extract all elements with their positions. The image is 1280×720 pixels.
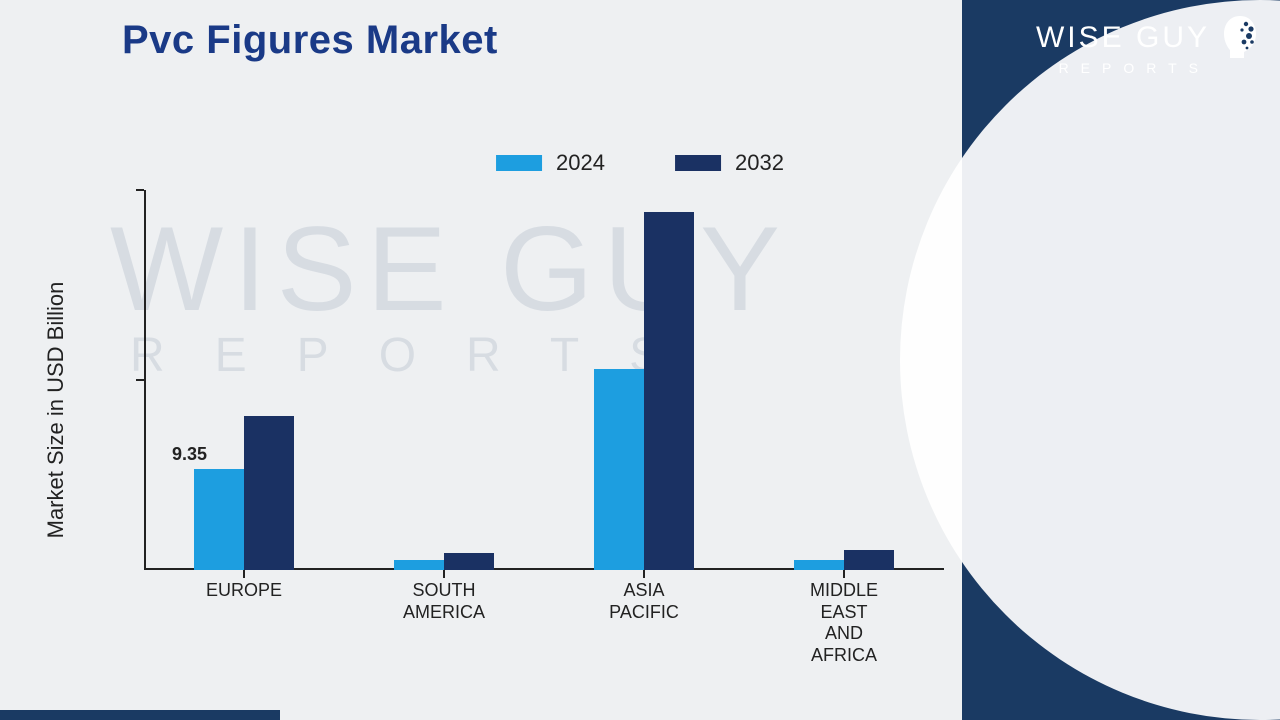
x-tick <box>443 570 445 578</box>
page-title: Pvc Figures Market <box>122 18 498 63</box>
bottom-accent <box>0 710 280 720</box>
x-tick <box>243 570 245 578</box>
bar-2024 <box>594 369 644 570</box>
category-label: ASIAPACIFIC <box>574 580 714 623</box>
bar-2024 <box>794 560 844 570</box>
plot-area: 9.35EUROPESOUTHAMERICAASIAPACIFICMIDDLEE… <box>144 190 944 570</box>
bar-2032 <box>244 416 294 570</box>
y-axis <box>144 190 146 570</box>
y-axis-label: Market Size in USD Billion <box>43 282 69 539</box>
category-label: SOUTHAMERICA <box>374 580 514 623</box>
logo-text-2: REPORTS <box>984 60 1264 76</box>
bar-2024 <box>194 469 244 571</box>
stage: Pvc Figures Market WISE GUY REPORTS WIS <box>0 0 1280 720</box>
logo-line1: WISE GUY <box>984 14 1264 62</box>
y-tick <box>136 379 144 381</box>
category-label: EUROPE <box>174 580 314 602</box>
value-label: 9.35 <box>172 444 207 465</box>
category-label: MIDDLEEASTANDAFRICA <box>774 580 914 666</box>
bar-2032 <box>444 553 494 570</box>
x-tick <box>643 570 645 578</box>
bar-2032 <box>844 550 894 570</box>
logo: WISE GUY REPORTS <box>984 14 1264 76</box>
y-tick <box>136 189 144 191</box>
logo-head-icon <box>1216 14 1264 62</box>
x-tick <box>843 570 845 578</box>
bar-2032 <box>644 212 694 570</box>
logo-text-1: WISE GUY <box>1036 21 1210 55</box>
bar-2024 <box>394 560 444 570</box>
chart: Market Size in USD Billion 9.35EUROPESOU… <box>80 150 960 670</box>
